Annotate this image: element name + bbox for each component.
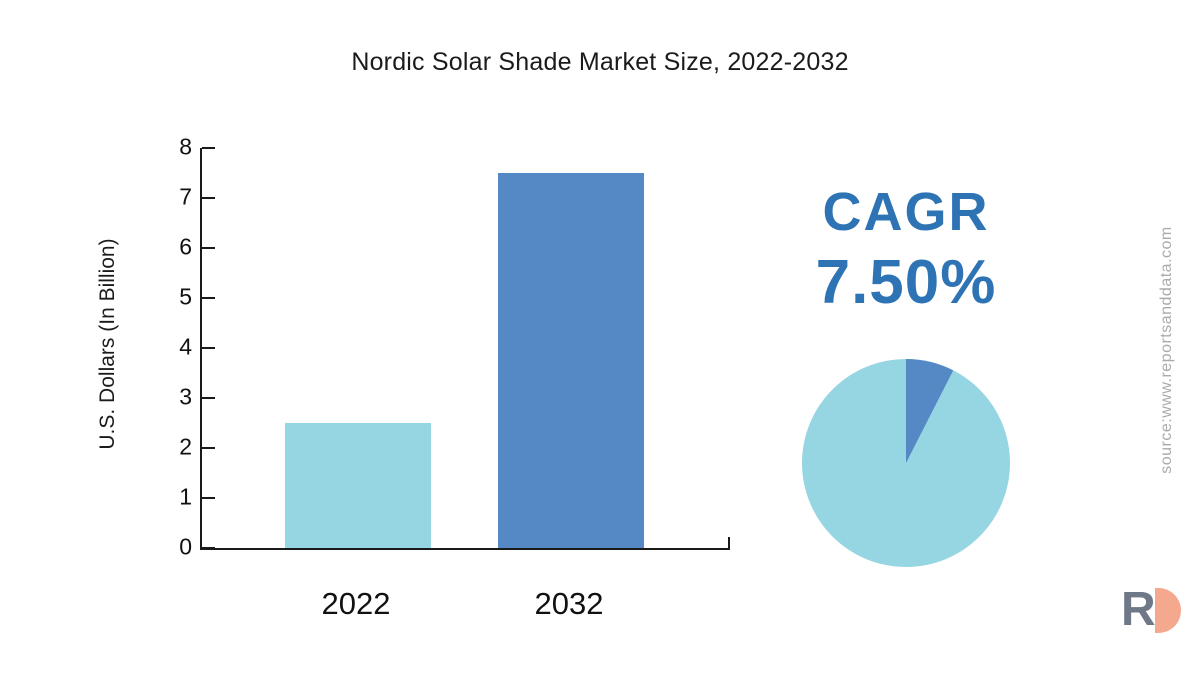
x-axis-end-tick [728,537,730,548]
y-tick-mark [202,147,215,149]
y-tick-mark [202,347,215,349]
pie-chart [802,359,1010,567]
chart-title: Nordic Solar Shade Market Size, 2022-203… [351,48,849,76]
y-tick-mark [202,197,215,199]
bar-2032 [498,173,644,548]
cagr-value: 7.50% [815,247,997,317]
y-tick-mark [202,497,215,499]
x-tick-label-2022: 2022 [321,586,391,621]
y-tick-mark [202,547,215,549]
x-tick-label-2032: 2032 [534,586,604,621]
y-tick-mark [202,247,215,249]
y-tick-label: 8 [179,133,192,160]
cagr-label: CAGR [822,182,990,242]
cagr-block: CAGR 7.50% [790,184,1022,317]
y-tick-label: 5 [179,283,192,310]
brand-logo: R [1121,583,1181,636]
logo-letter-r: R [1121,583,1156,636]
bar-plot-area: 0 1 2 3 4 5 6 7 8 [179,135,730,558]
y-axis-label: U.S. Dollars (In Billion) [96,238,119,450]
y-tick-label: 1 [179,483,192,510]
y-tick-mark [202,447,215,449]
y-tick-label: 6 [179,233,192,260]
pie-cagr-slice [906,359,954,463]
y-tick-label: 0 [179,533,192,560]
logo-d-shape-icon [1154,587,1181,633]
y-tick-label: 7 [179,183,192,210]
y-tick-label: 2 [179,433,192,460]
bar-2022 [285,423,431,548]
y-tick-mark [202,297,215,299]
y-tick-mark [202,397,215,399]
y-tick-label: 4 [179,333,192,360]
source-note: source:www.reportsanddata.com [1158,226,1175,474]
y-tick-label: 3 [179,383,192,410]
